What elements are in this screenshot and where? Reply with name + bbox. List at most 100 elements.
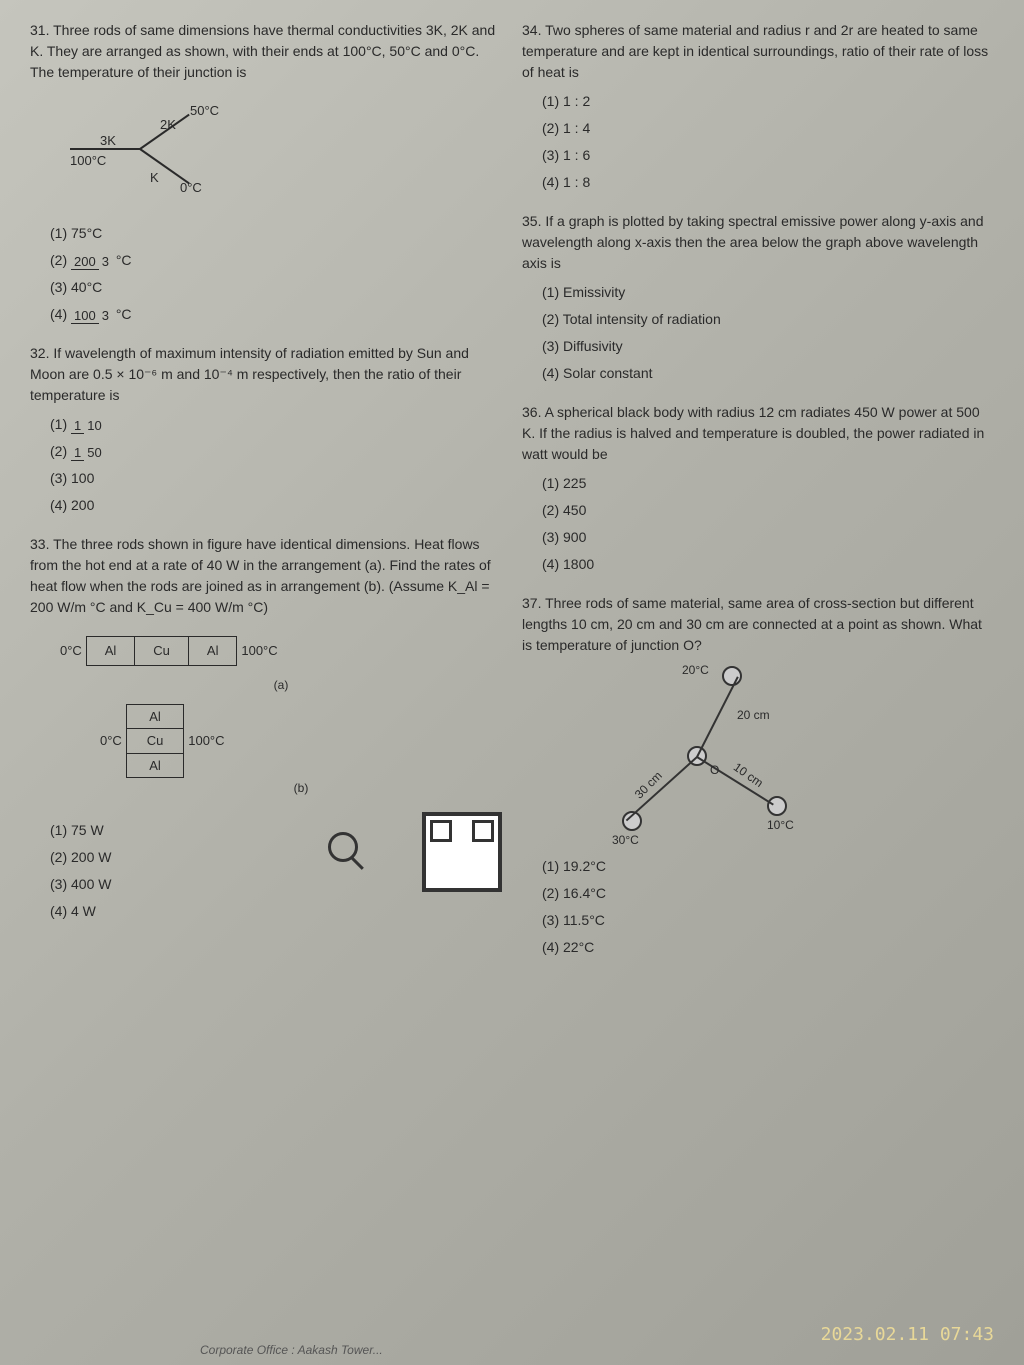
q35-text: If a graph is plotted by taking spectral… bbox=[522, 213, 983, 271]
q31-opt4: (4) 1003 °C bbox=[50, 304, 502, 325]
q34-options: (1) 1 : 2 (2) 1 : 4 (3) 1 : 6 (4) 1 : 8 bbox=[542, 91, 994, 193]
q36-opt1: (1) 225 bbox=[542, 473, 994, 494]
q33a-left: 0°C bbox=[60, 641, 82, 661]
q37-right-len: 10 cm bbox=[730, 758, 767, 791]
qr-code bbox=[422, 812, 502, 892]
question-32: 32. If wavelength of maximum intensity o… bbox=[30, 343, 502, 516]
q31-opt4-post: °C bbox=[116, 306, 132, 322]
q35-opt1: (1) Emissivity bbox=[542, 282, 994, 303]
q31-opt4-pre: (4) bbox=[50, 306, 71, 322]
q33-opt3: (3) 400 W bbox=[50, 874, 328, 895]
q33-arr-b: 0°C Al Cu Al 100°C (b) bbox=[100, 704, 502, 798]
q36-num: 36. bbox=[522, 404, 541, 420]
q35-opt3: (3) Diffusivity bbox=[542, 336, 994, 357]
q34-text: Two spheres of same material and radius … bbox=[522, 22, 988, 80]
question-35: 35. If a graph is plotted by taking spec… bbox=[522, 211, 994, 384]
right-column: 34. Two spheres of same material and rad… bbox=[522, 20, 994, 976]
question-31: 31. Three rods of same dimensions have t… bbox=[30, 20, 502, 325]
q33a-right: 100°C bbox=[241, 641, 277, 661]
q32-opt1: (1) 110 bbox=[50, 414, 502, 435]
q31-opt2-post: °C bbox=[116, 252, 132, 268]
page: 31. Three rods of same dimensions have t… bbox=[0, 0, 1024, 1365]
q32-opt1-top: 1 bbox=[71, 418, 84, 434]
q33-opt1: (1) 75 W bbox=[50, 820, 328, 841]
left-column: 31. Three rods of same dimensions have t… bbox=[30, 20, 502, 976]
q34-opt3: (3) 1 : 6 bbox=[542, 145, 994, 166]
q31-opt1: (1) 75°C bbox=[50, 223, 502, 244]
q31-opt2-bot: 3 bbox=[99, 254, 112, 269]
q32-opt3: (3) 100 bbox=[50, 468, 502, 489]
q31-opt4-top: 100 bbox=[71, 308, 99, 324]
q35-num: 35. bbox=[522, 213, 541, 229]
q33-opt2: (2) 200 W bbox=[50, 847, 328, 868]
q36-opt4: (4) 1800 bbox=[542, 554, 994, 575]
q37-left-temp: 30°C bbox=[612, 831, 639, 849]
q34-opt4: (4) 1 : 8 bbox=[542, 172, 994, 193]
q33b-r1: Al bbox=[126, 704, 185, 730]
footer-text: Corporate Office : Aakash Tower... bbox=[200, 1343, 383, 1357]
q33-text: The three rods shown in figure have iden… bbox=[30, 536, 491, 615]
q31-num: 31. bbox=[30, 22, 49, 38]
q36-opt2: (2) 450 bbox=[542, 500, 994, 521]
q32-options: (1) 110 (2) 150 (3) 100 (4) 200 bbox=[50, 414, 502, 516]
q35-opt2: (2) Total intensity of radiation bbox=[542, 309, 994, 330]
q31-diagram: 50°C 2K 3K 100°C K 0°C bbox=[70, 93, 250, 213]
q33b-left: 0°C bbox=[100, 731, 122, 751]
q32-opt2-pre: (2) bbox=[50, 443, 71, 459]
columns: 31. Three rods of same dimensions have t… bbox=[30, 20, 994, 976]
q35-options: (1) Emissivity (2) Total intensity of ra… bbox=[542, 282, 994, 384]
q37-opt2: (2) 16.4°C bbox=[542, 883, 994, 904]
q37-text: Three rods of same material, same area o… bbox=[522, 595, 982, 653]
q33-options: (1) 75 W (2) 200 W (3) 400 W (4) 4 W bbox=[50, 820, 328, 928]
q33b-right: 100°C bbox=[188, 731, 224, 751]
q32-opt2: (2) 150 bbox=[50, 441, 502, 462]
question-37: 37. Three rods of same material, same ar… bbox=[522, 593, 994, 958]
q31-bot-temp: 0°C bbox=[180, 178, 202, 198]
q34-opt1: (1) 1 : 2 bbox=[542, 91, 994, 112]
q31-left-temp: 100°C bbox=[70, 151, 106, 171]
q31-opt3: (3) 40°C bbox=[50, 277, 502, 298]
q32-opt1-bot: 10 bbox=[84, 418, 104, 433]
q31-top-k: 2K bbox=[160, 115, 176, 135]
q37-opt4: (4) 22°C bbox=[542, 937, 994, 958]
q36-text: A spherical black body with radius 12 cm… bbox=[522, 404, 984, 462]
q32-opt2-top: 1 bbox=[71, 445, 84, 461]
q31-top-temp: 50°C bbox=[190, 101, 219, 121]
magnifier-qr bbox=[328, 812, 502, 898]
q33a-label: (a) bbox=[60, 676, 502, 694]
q34-num: 34. bbox=[522, 22, 541, 38]
q31-opt2-pre: (2) bbox=[50, 252, 71, 268]
question-36: 36. A spherical black body with radius 1… bbox=[522, 402, 994, 575]
q33a-c3: Al bbox=[189, 637, 237, 665]
q33a-c2: Cu bbox=[135, 637, 189, 665]
q32-opt4: (4) 200 bbox=[50, 495, 502, 516]
q37-num: 37. bbox=[522, 595, 541, 611]
q32-text: If wavelength of maximum intensity of ra… bbox=[30, 345, 469, 403]
q31-options: (1) 75°C (2) 2003 °C (3) 40°C (4) 1003 °… bbox=[50, 223, 502, 325]
q31-left-k: 3K bbox=[100, 131, 116, 151]
magnifier-icon bbox=[328, 832, 358, 862]
q36-opt3: (3) 900 bbox=[542, 527, 994, 548]
q31-opt4-bot: 3 bbox=[99, 308, 112, 323]
q37-options: (1) 19.2°C (2) 16.4°C (3) 11.5°C (4) 22°… bbox=[542, 856, 994, 958]
q35-opt4: (4) Solar constant bbox=[542, 363, 994, 384]
q31-bot-k: K bbox=[150, 168, 159, 188]
timestamp: 2023.02.11 07:43 bbox=[821, 1324, 994, 1345]
question-33: 33. The three rods shown in figure have … bbox=[30, 534, 502, 928]
q37-opt3: (3) 11.5°C bbox=[542, 910, 994, 931]
q32-opt2-bot: 50 bbox=[84, 445, 104, 460]
q37-right-temp: 10°C bbox=[767, 816, 794, 834]
q33b-r2: Cu bbox=[126, 728, 185, 754]
q34-opt2: (2) 1 : 4 bbox=[542, 118, 994, 139]
q32-num: 32. bbox=[30, 345, 49, 361]
q31-opt2: (2) 2003 °C bbox=[50, 250, 502, 271]
q33-opt4: (4) 4 W bbox=[50, 901, 328, 922]
q37-opt1: (1) 19.2°C bbox=[542, 856, 994, 877]
node-top bbox=[722, 666, 742, 686]
q31-opt2-top: 200 bbox=[71, 254, 99, 270]
q37-left-len: 30 cm bbox=[630, 767, 666, 803]
q33b-r3: Al bbox=[126, 753, 185, 779]
q32-opt1-pre: (1) bbox=[50, 416, 71, 432]
q33b-label: (b) bbox=[100, 779, 502, 797]
node-right bbox=[767, 796, 787, 816]
